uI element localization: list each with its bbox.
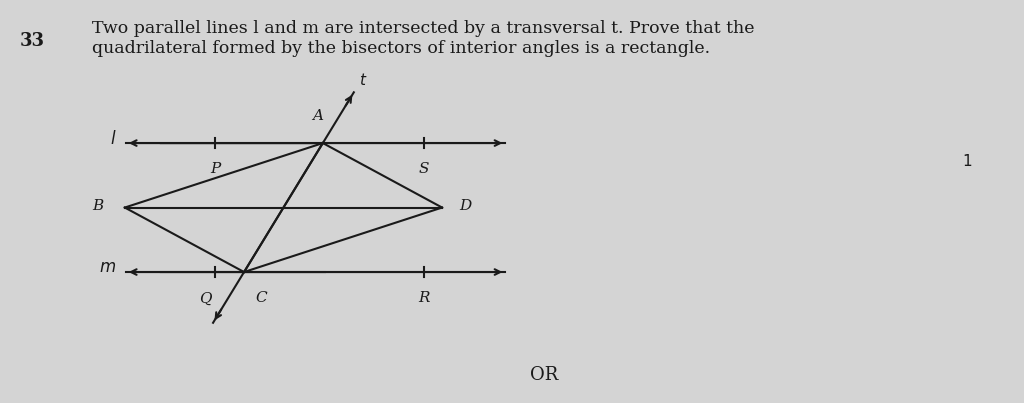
Text: $l$: $l$ [110, 130, 117, 148]
Text: Q: Q [200, 291, 212, 305]
Text: C: C [256, 291, 267, 305]
Text: $m$: $m$ [99, 260, 117, 276]
Text: D: D [460, 199, 472, 212]
Text: Two parallel lines l and m are intersected by a transversal t. Prove that the
qu: Two parallel lines l and m are intersect… [92, 20, 755, 57]
Text: P: P [210, 162, 220, 177]
Text: $t$: $t$ [358, 72, 367, 88]
Text: $1$: $1$ [962, 153, 972, 169]
Text: OR: OR [529, 366, 558, 384]
Text: A: A [312, 109, 324, 123]
Text: R: R [418, 291, 429, 305]
Text: B: B [92, 199, 103, 212]
Text: S: S [419, 162, 429, 177]
Text: 33: 33 [19, 32, 44, 50]
